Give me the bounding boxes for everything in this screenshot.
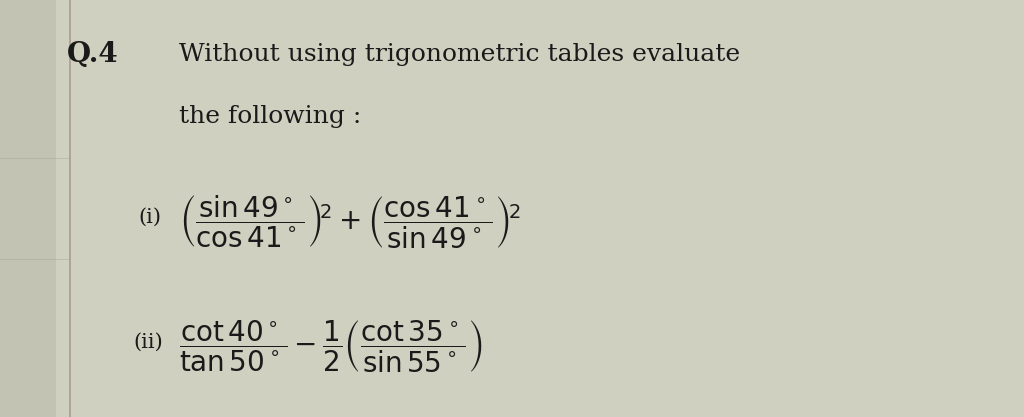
Text: $\dfrac{\cot 40^\circ}{\tan 50^\circ}-\dfrac{1}{2}\left(\dfrac{\cot 35^\circ}{\s: $\dfrac{\cot 40^\circ}{\tan 50^\circ}-\d… — [179, 318, 482, 374]
Text: Without using trigonometric tables evaluate: Without using trigonometric tables evalu… — [179, 43, 740, 66]
Text: $\left(\dfrac{\sin 49^\circ}{\cos 41^\circ}\right)^{\!2}+\left(\dfrac{\cos 41^\c: $\left(\dfrac{\sin 49^\circ}{\cos 41^\ci… — [179, 193, 521, 249]
Text: Q.4: Q.4 — [67, 41, 118, 68]
Bar — [0, 0, 56, 417]
Text: (i): (i) — [138, 207, 161, 226]
Text: (ii): (ii) — [133, 332, 163, 352]
Text: the following :: the following : — [179, 105, 361, 128]
